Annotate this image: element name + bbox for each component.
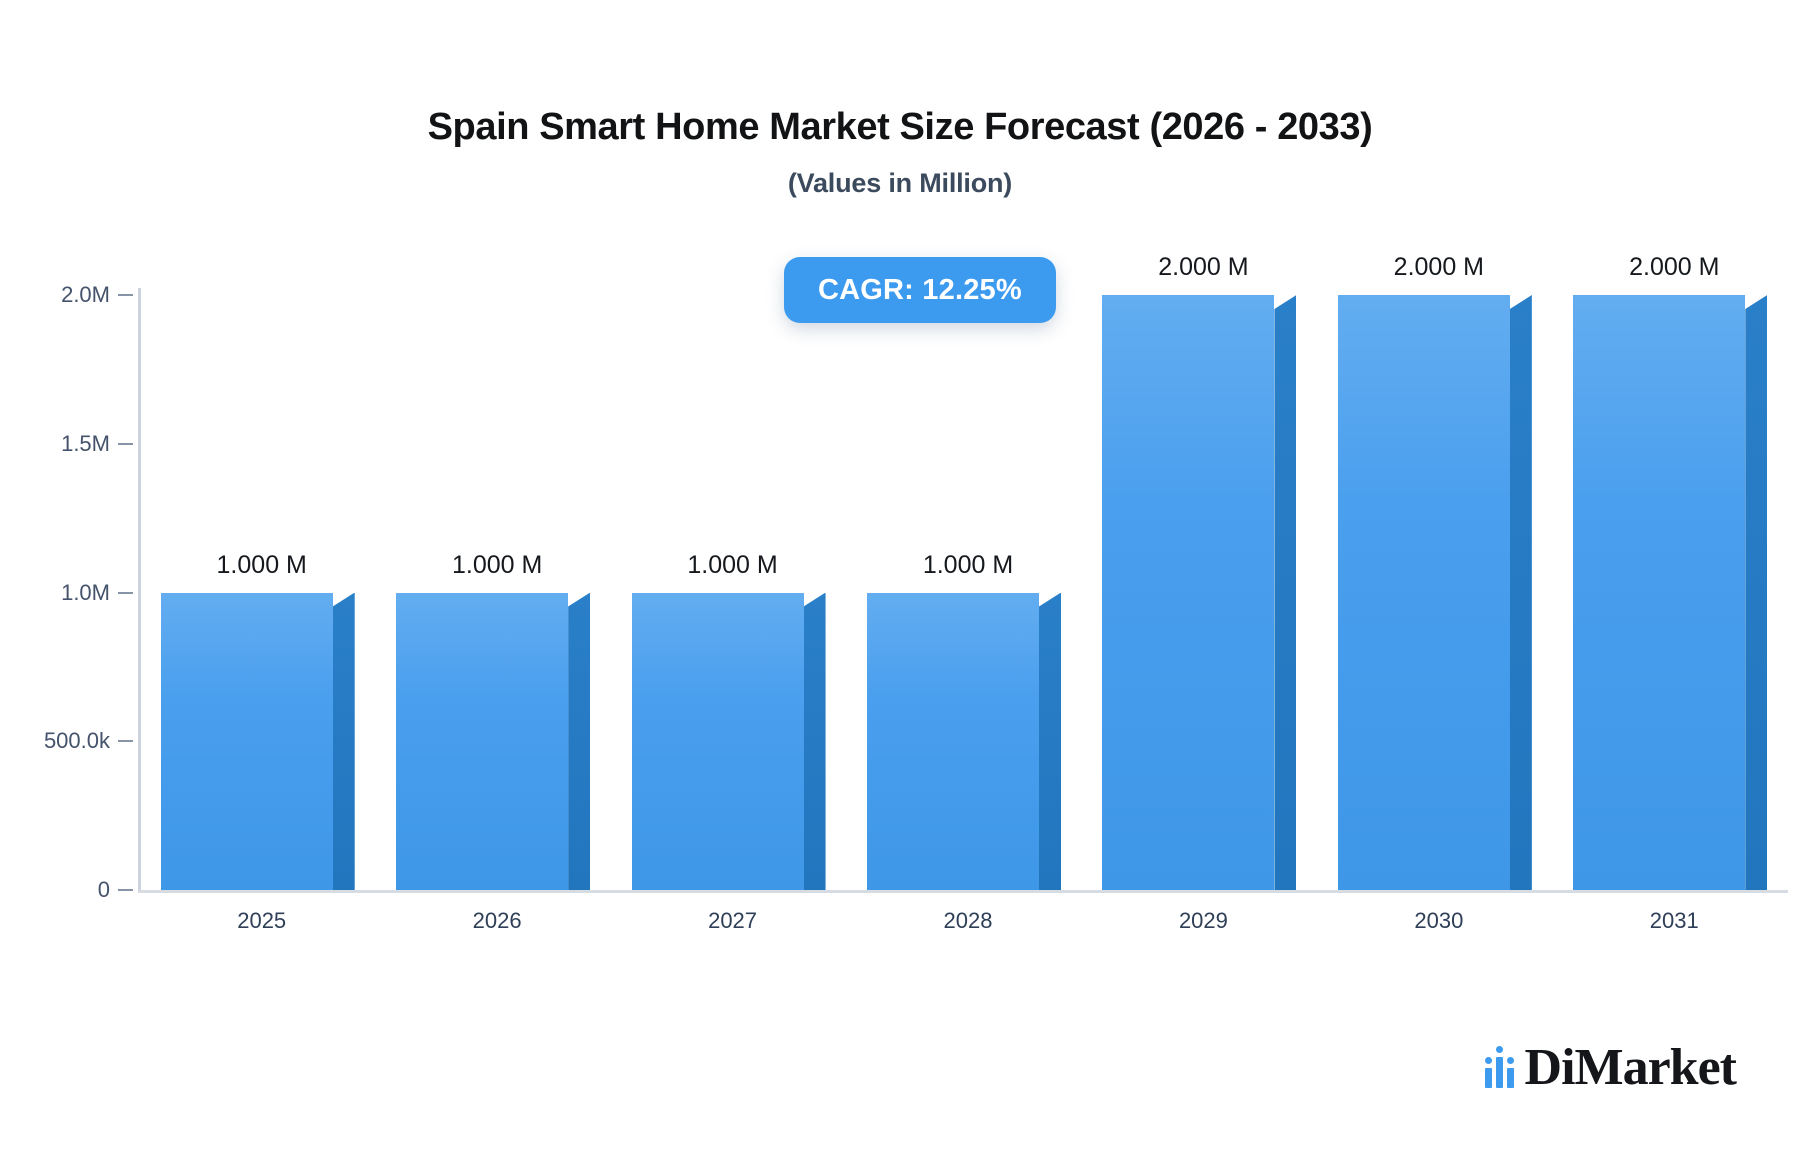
bar-value-label: 1.000 M <box>451 550 543 579</box>
y-axis-tick-mark <box>118 889 133 891</box>
y-axis-tick-label: 0 <box>97 877 110 902</box>
bar[interactable] <box>1337 295 1532 890</box>
bar-side-face <box>568 592 591 890</box>
x-axis-tick-label: 2027 <box>708 908 758 933</box>
bar[interactable] <box>1102 295 1297 890</box>
bar-side-face <box>803 592 826 890</box>
bar-side-face <box>1509 295 1532 890</box>
bar-side-face <box>332 592 355 890</box>
x-axis-tick-label: 2030 <box>1414 908 1464 933</box>
bar[interactable] <box>160 592 355 890</box>
bar-front-face <box>1573 295 1746 890</box>
logo-bar-left <box>1484 1057 1492 1088</box>
y-axis-tick-label: 2.0M <box>61 282 110 307</box>
x-axis-tick-label: 2031 <box>1649 908 1699 933</box>
bar-front-face <box>1102 295 1275 890</box>
page-title: Spain Smart Home Market Size Forecast (2… <box>427 106 1373 148</box>
y-axis-tick-mark <box>118 591 133 594</box>
brand-logo: DiMarket <box>1484 1039 1737 1096</box>
y-axis-tick-label: 500.0k <box>43 728 110 754</box>
bar-front-face <box>631 592 804 890</box>
bar-value-label: 1.000 M <box>687 550 778 579</box>
bar-front-face <box>1337 295 1510 890</box>
bar-side-face <box>1745 295 1768 890</box>
x-axis-line <box>138 890 1788 893</box>
bar[interactable] <box>1573 295 1768 890</box>
brand-name: DiMarket <box>1524 1039 1737 1096</box>
y-axis-tick-mark <box>118 740 133 743</box>
bar-front-face <box>160 592 333 890</box>
dimarket-logo-icon <box>1484 1046 1514 1088</box>
y-axis-tick-mark <box>118 294 133 296</box>
bar[interactable] <box>867 592 1061 890</box>
bar-front-face <box>396 592 569 890</box>
y-axis-tick-label: 1.5M <box>61 430 110 456</box>
x-axis-tick-label: 2026 <box>472 908 522 933</box>
bar-value-label: 1.000 M <box>922 550 1014 579</box>
x-axis-tick-label: 2028 <box>943 908 993 933</box>
logo-bar-middle <box>1495 1046 1503 1088</box>
bar-value-label: 2.000 M <box>1629 253 1720 281</box>
cagr-badge[interactable]: CAGR: 12.25% <box>784 257 1056 323</box>
bar-value-label: 1.000 M <box>216 550 307 579</box>
bar[interactable] <box>631 592 826 890</box>
bar-value-label: 2.000 M <box>1158 253 1249 281</box>
bar[interactable] <box>396 592 591 890</box>
bar-side-face <box>1274 295 1297 890</box>
y-axis-line <box>138 288 141 892</box>
x-axis-tick-label: 2029 <box>1178 908 1228 933</box>
y-axis-tick-mark <box>118 442 133 445</box>
logo-bar-right <box>1506 1057 1514 1088</box>
bar-value-label: 2.000 M <box>1393 253 1485 281</box>
cagr-badge-label: CAGR: 12.25% <box>818 273 1022 306</box>
chart-subtitle: (Values in Million) <box>787 168 1013 198</box>
bar-side-face <box>1039 592 1061 890</box>
x-axis-tick-label: 2025 <box>237 908 287 933</box>
bar-front-face <box>867 592 1039 890</box>
y-axis-tick-label: 1.0M <box>61 579 110 605</box>
